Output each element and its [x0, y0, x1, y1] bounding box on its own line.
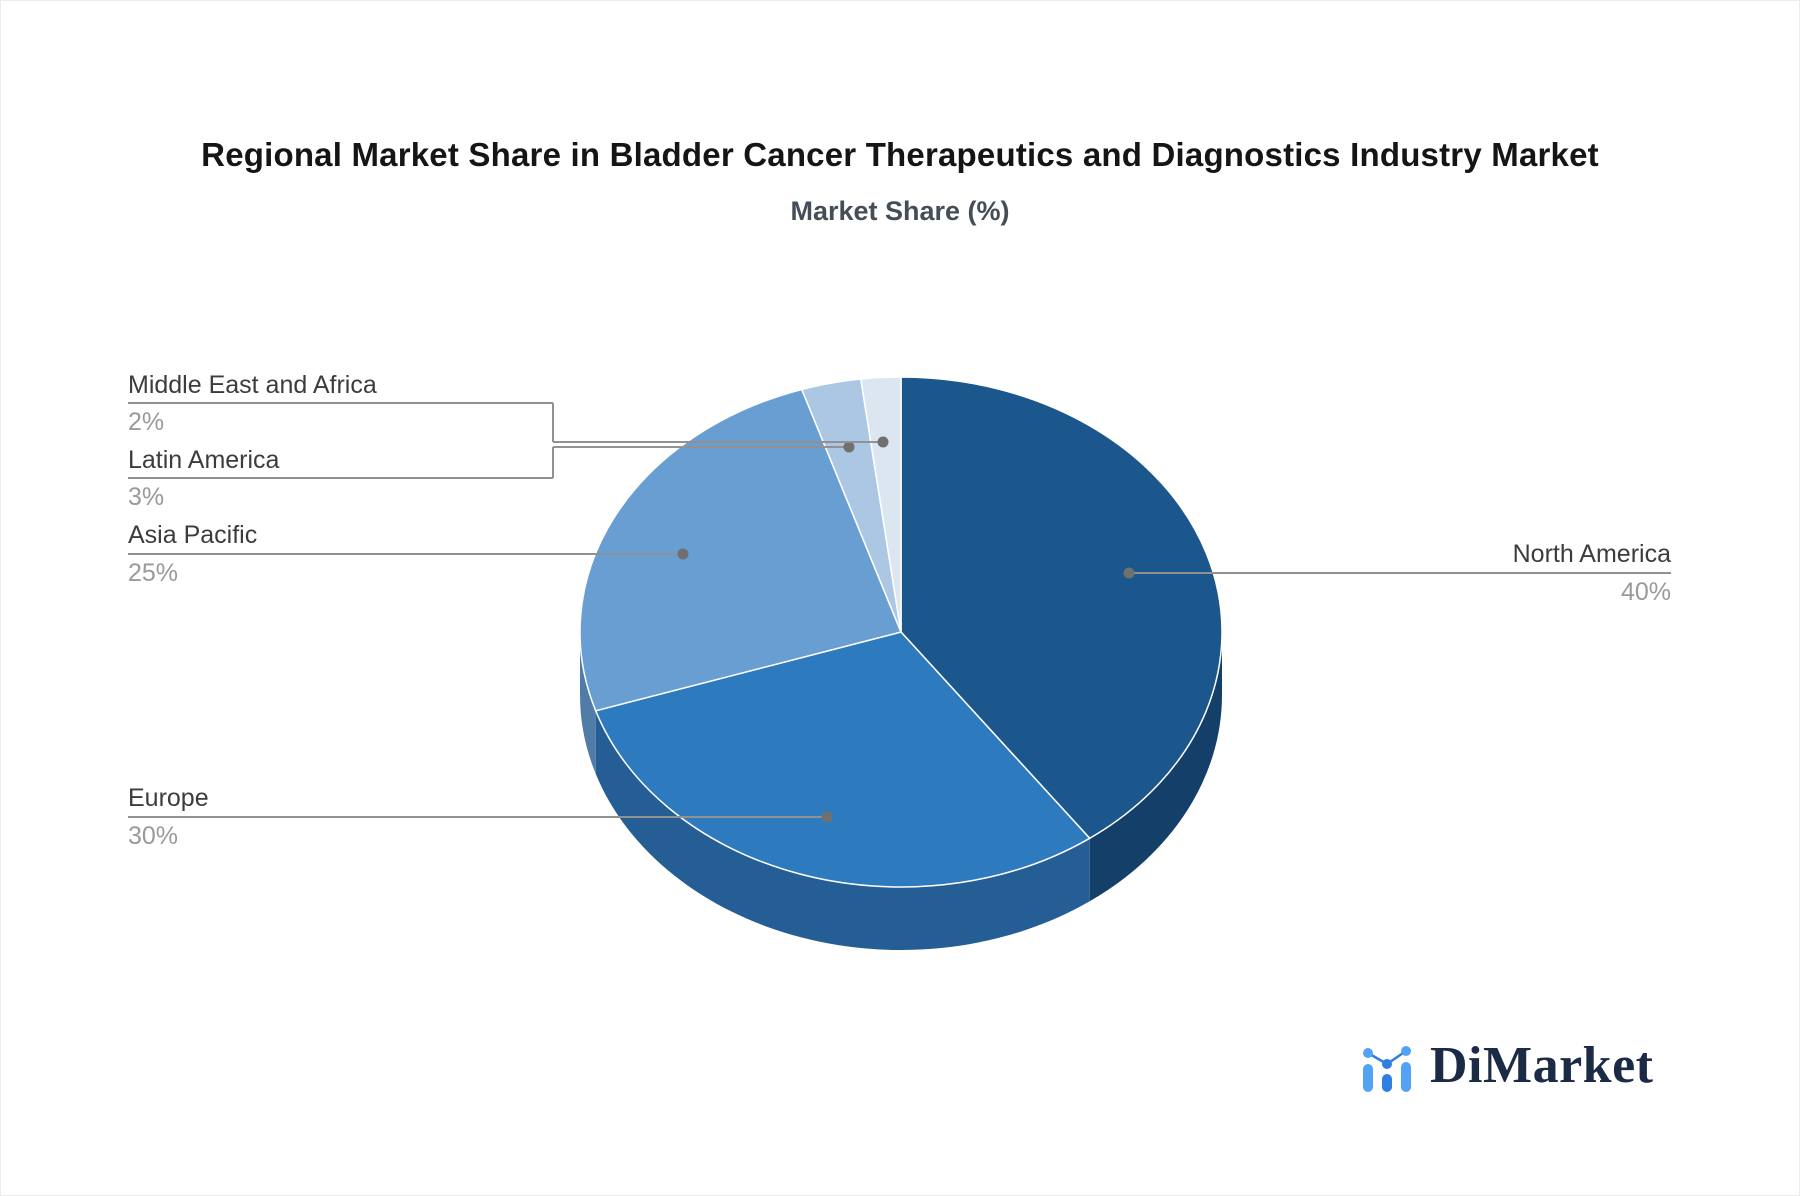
pie-slice-side	[595, 710, 1090, 950]
slice-label-middle-east-and-africa: Middle East and Africa	[128, 371, 377, 399]
slice-label-latin-america: Latin America	[128, 446, 280, 474]
pie-slice-side	[580, 632, 596, 774]
leader-dot	[1123, 567, 1135, 579]
slice-percent-europe: 30%	[128, 822, 179, 850]
slice-percent-asia-pacific: 25%	[128, 559, 179, 587]
leader-dot	[821, 811, 833, 823]
slice-percent-latin-america: 3%	[128, 483, 165, 511]
leader-dot	[877, 436, 889, 448]
logo-bar	[1401, 1062, 1411, 1092]
pie-slice-north-america	[900, 376, 1223, 840]
logo-dot	[1382, 1059, 1392, 1069]
slice-label-asia-pacific: Asia Pacific	[128, 521, 258, 549]
slice-label-north-america: North America	[1512, 540, 1671, 568]
slice-percent-north-america: 40%	[1620, 578, 1671, 606]
pie-slice-side	[1089, 632, 1222, 902]
leader-dot	[843, 441, 855, 453]
chart-title: Regional Market Share in Bladder Cancer …	[201, 136, 1599, 173]
chart-subtitle: Market Share (%)	[790, 196, 1010, 226]
brand-logo-text: DiMarket	[1430, 1037, 1654, 1094]
pie-slice-middle-east-and-africa	[860, 376, 902, 633]
pie-slice-asia-pacific	[579, 388, 902, 712]
leader-dot	[677, 548, 689, 560]
slice-label-europe: Europe	[128, 784, 209, 812]
logo-bar	[1382, 1074, 1392, 1092]
logo-bar	[1363, 1064, 1373, 1092]
slice-percent-middle-east-and-africa: 2%	[128, 408, 165, 436]
bar-chart-logo-icon	[1363, 1046, 1411, 1092]
logo-dot	[1363, 1048, 1373, 1058]
logo-dot	[1401, 1046, 1411, 1056]
brand-logo: DiMarket	[1360, 1038, 1653, 1094]
pie-slice-europe	[594, 631, 1091, 888]
